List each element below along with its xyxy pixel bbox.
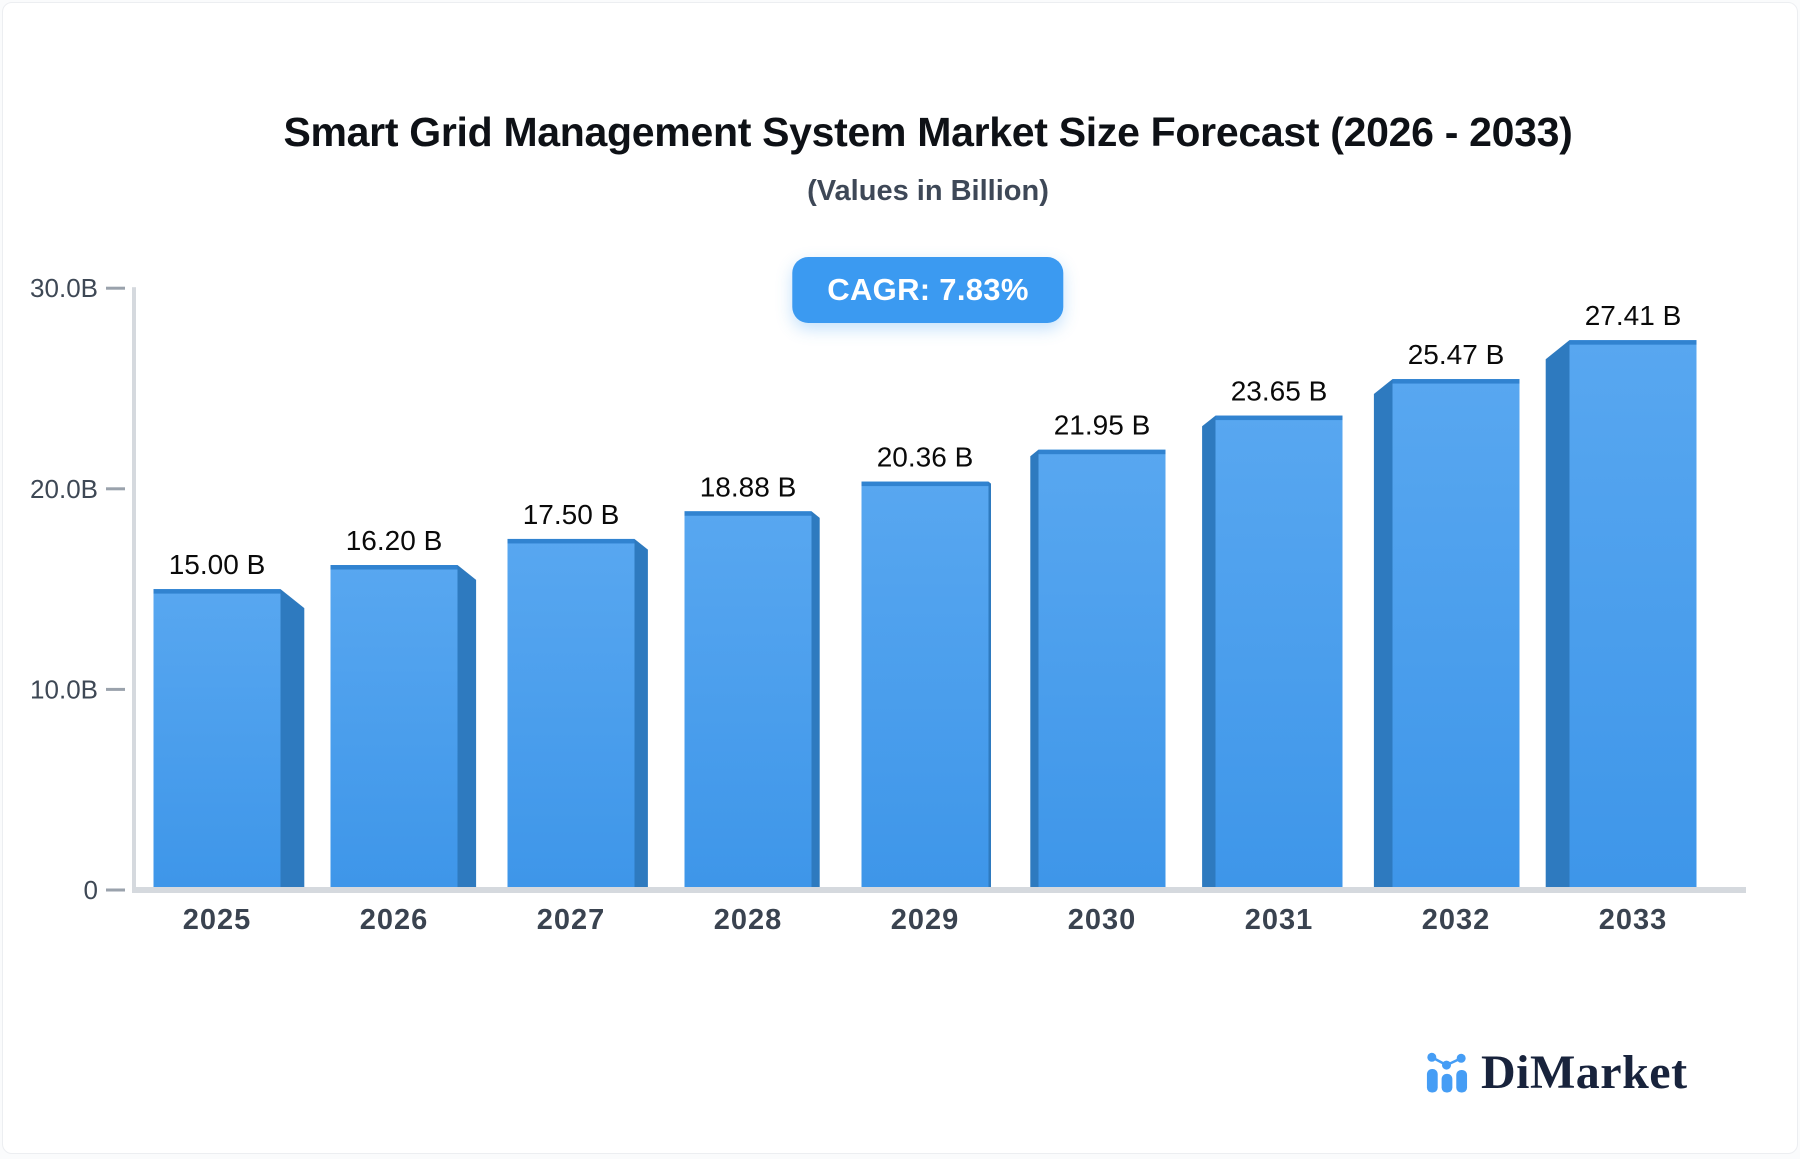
bar-top-edge	[684, 511, 812, 516]
bar-value-label-2026: 16.20 B	[346, 525, 443, 556]
bar-2031	[1202, 415, 1343, 887]
bar-side-3d	[1545, 340, 1570, 887]
brand-name: DiMarket	[1481, 1046, 1688, 1099]
bar-value-label-2030: 21.95 B	[1054, 410, 1151, 441]
chart-text-labels: 0 10.0B 20.0B 30.0B 15.00 B 2025 16.20 B 2026 17…	[30, 273, 1681, 936]
bar-top-edge	[330, 565, 458, 570]
bar-value-label-2028: 18.88 B	[700, 471, 797, 502]
cagr-badge: CAGR: 7.83%	[792, 257, 1064, 323]
bar-top-edge	[507, 538, 635, 544]
y-axis-tick-10	[106, 687, 125, 691]
cagr-badge-label: CAGR: 7.83%	[827, 272, 1029, 307]
y-axis-tick-label-0: 0	[84, 875, 98, 905]
bar-face	[861, 481, 989, 887]
bar-face	[153, 589, 281, 887]
bar-side-3d	[457, 565, 477, 887]
y-axis-tick-label-20: 20.0B	[30, 474, 98, 504]
chart-title: Smart Grid Management System Market Size…	[283, 109, 1573, 155]
y-axis-tick-30	[106, 286, 125, 290]
bar-top-edge	[1038, 449, 1166, 455]
bar-face	[1038, 449, 1166, 887]
chart-subtitle: (Values in Billion)	[807, 175, 1049, 207]
x-axis-line	[132, 887, 1746, 893]
y-axis-tick-label-10: 10.0B	[30, 674, 98, 704]
brand-logo: DiMarket	[1424, 1047, 1688, 1097]
bar-face	[1215, 415, 1343, 887]
bar-value-label-2029: 20.36 B	[877, 442, 974, 473]
mini-bar-chart-logo-icon	[1426, 1052, 1468, 1093]
y-axis-tick-0	[106, 888, 125, 892]
bar-face	[507, 538, 635, 887]
bar-side-3d	[1373, 379, 1393, 887]
bar-face	[1569, 340, 1697, 887]
bar-top-edge	[1215, 415, 1343, 421]
x-axis-label-2029: 2029	[891, 904, 960, 936]
bar-2025	[153, 589, 305, 887]
x-axis-label-2033: 2033	[1599, 904, 1668, 936]
x-axis-label-2027: 2027	[537, 904, 606, 936]
x-axis-label-2030: 2030	[1068, 904, 1137, 936]
bar-side-3d	[988, 481, 991, 887]
bar-side-3d	[1030, 449, 1039, 887]
bar-side-3d	[280, 589, 305, 887]
chart-axes	[106, 286, 136, 892]
y-axis-line	[132, 287, 136, 887]
bar-face	[684, 511, 812, 887]
bar-side-3d	[634, 538, 648, 887]
y-axis-tick-20	[106, 487, 125, 491]
x-axis-label-2025: 2025	[183, 904, 252, 936]
bar-2028	[684, 511, 820, 887]
bar-value-label-2032: 25.47 B	[1408, 339, 1505, 370]
bar-side-3d	[1202, 415, 1216, 887]
bar-2026	[330, 565, 477, 887]
bar-2033	[1545, 340, 1697, 887]
bar-top-edge	[861, 481, 989, 487]
bar-value-label-2027: 17.50 B	[523, 499, 620, 530]
bar-value-label-2031: 23.65 B	[1231, 376, 1328, 407]
bar-value-label-2033: 27.41 B	[1585, 300, 1682, 331]
bar-chart: 0 10.0B 20.0B 30.0B 15.00 B 2025 16.20 B 2026 17…	[30, 273, 1746, 936]
bar-2032	[1373, 379, 1520, 887]
bar-2029	[861, 481, 991, 887]
bar-2030	[1030, 449, 1166, 887]
bar-top-edge	[153, 589, 281, 594]
chart-bars	[153, 340, 1697, 887]
bar-face	[330, 565, 458, 887]
chart-baseline	[132, 887, 1746, 893]
bar-top-edge	[1392, 379, 1520, 384]
bar-value-label-2025: 15.00 B	[169, 549, 266, 580]
bar-side-3d	[811, 511, 820, 887]
bar-top-edge	[1569, 340, 1697, 345]
bar-face	[1392, 379, 1520, 887]
x-axis-label-2028: 2028	[714, 904, 783, 936]
x-axis-label-2026: 2026	[360, 904, 429, 936]
x-axis-label-2032: 2032	[1422, 904, 1491, 936]
bar-2027	[507, 538, 648, 887]
y-axis-tick-label-30: 30.0B	[30, 273, 98, 303]
x-axis-label-2031: 2031	[1245, 904, 1314, 936]
